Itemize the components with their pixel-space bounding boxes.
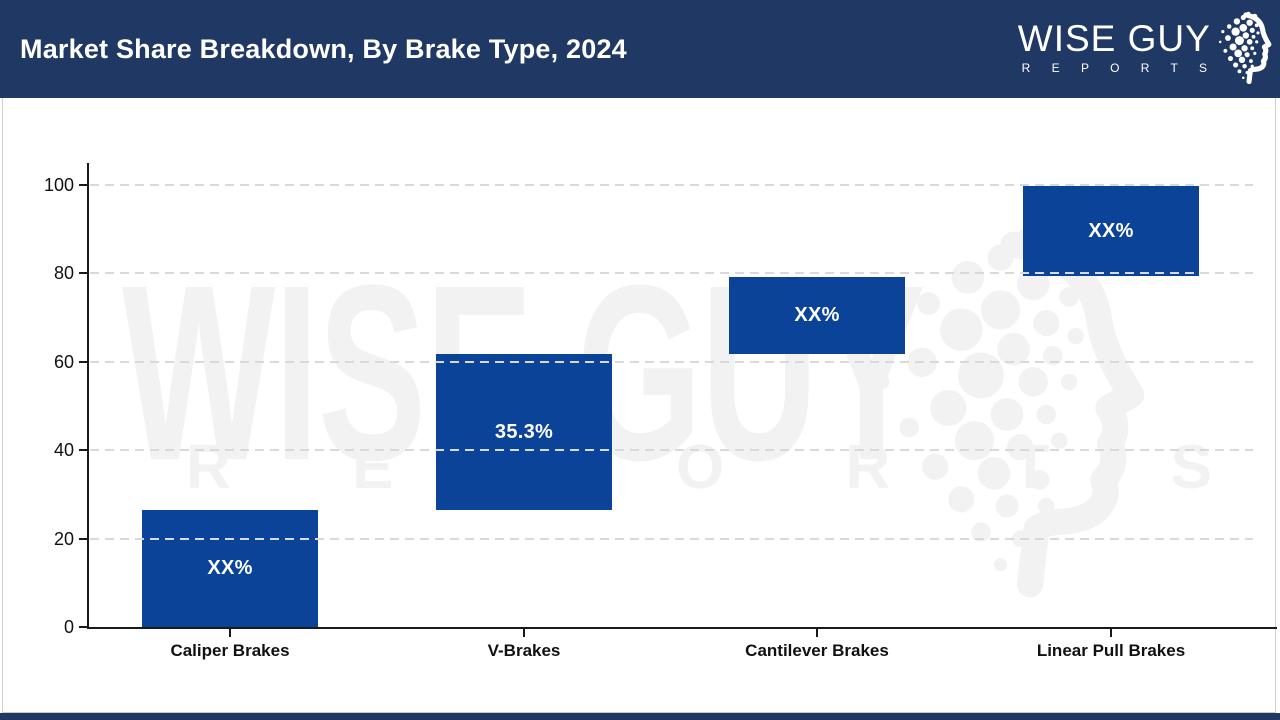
bar-caliper-brakes: XX% <box>142 510 318 627</box>
y-tick-label-60: 60 <box>53 352 74 372</box>
watermark-subtitle: R E P O R T S <box>186 433 1264 502</box>
logo-wordmark: WISE GUY <box>1017 17 1211 59</box>
y-tick-100 <box>79 184 87 186</box>
y-tick-label-40: 40 <box>53 440 74 460</box>
bar-value-label: 35.3% <box>494 420 554 443</box>
bar-value-label: XX% <box>1088 219 1134 242</box>
x-axis-spine <box>87 627 1277 629</box>
bar-cantilever-brakes: XX% <box>729 277 905 354</box>
logo-subtitle: R E P O R T S <box>1021 60 1216 75</box>
y-axis-spine <box>87 163 89 629</box>
x-category-label-caliper-brakes: Caliper Brakes <box>170 641 290 660</box>
y-tick-20 <box>79 538 87 540</box>
bar-linear-pull-brakes: XX% <box>1023 186 1199 276</box>
page-title: Market Share Breakdown, By Brake Type, 2… <box>20 33 627 64</box>
y-tick-40 <box>79 449 87 451</box>
x-tick-v-brakes <box>523 629 525 637</box>
x-category-label-linear-pull-brakes: Linear Pull Brakes <box>1036 641 1186 660</box>
y-tick-label-20: 20 <box>53 529 74 549</box>
y-tick-label-0: 0 <box>63 617 74 637</box>
bar-value-label: XX% <box>207 557 253 579</box>
header-bar: Market Share Breakdown, By Brake Type, 2… <box>0 0 1280 98</box>
y-tick-0 <box>79 626 87 628</box>
x-category-label-cantilever-brakes: Cantilever Brakes <box>745 641 889 660</box>
y-tick-label-100: 100 <box>43 175 74 195</box>
footer-bar <box>0 713 1280 720</box>
y-tick-label-80: 80 <box>53 263 74 283</box>
wiseguy-logo: WISE GUY R E P O R T S <box>1013 8 1274 86</box>
bar-value-label: XX% <box>794 304 840 326</box>
x-tick-linear-pull-brakes <box>1110 629 1112 637</box>
x-category-label-v-brakes: V-Brakes <box>487 641 561 660</box>
y-tick-80 <box>79 272 87 274</box>
x-tick-cantilever-brakes <box>816 629 818 637</box>
y-tick-60 <box>79 361 87 363</box>
x-tick-caliper-brakes <box>229 629 231 637</box>
bar-v-brakes: 35.3% <box>436 354 612 510</box>
